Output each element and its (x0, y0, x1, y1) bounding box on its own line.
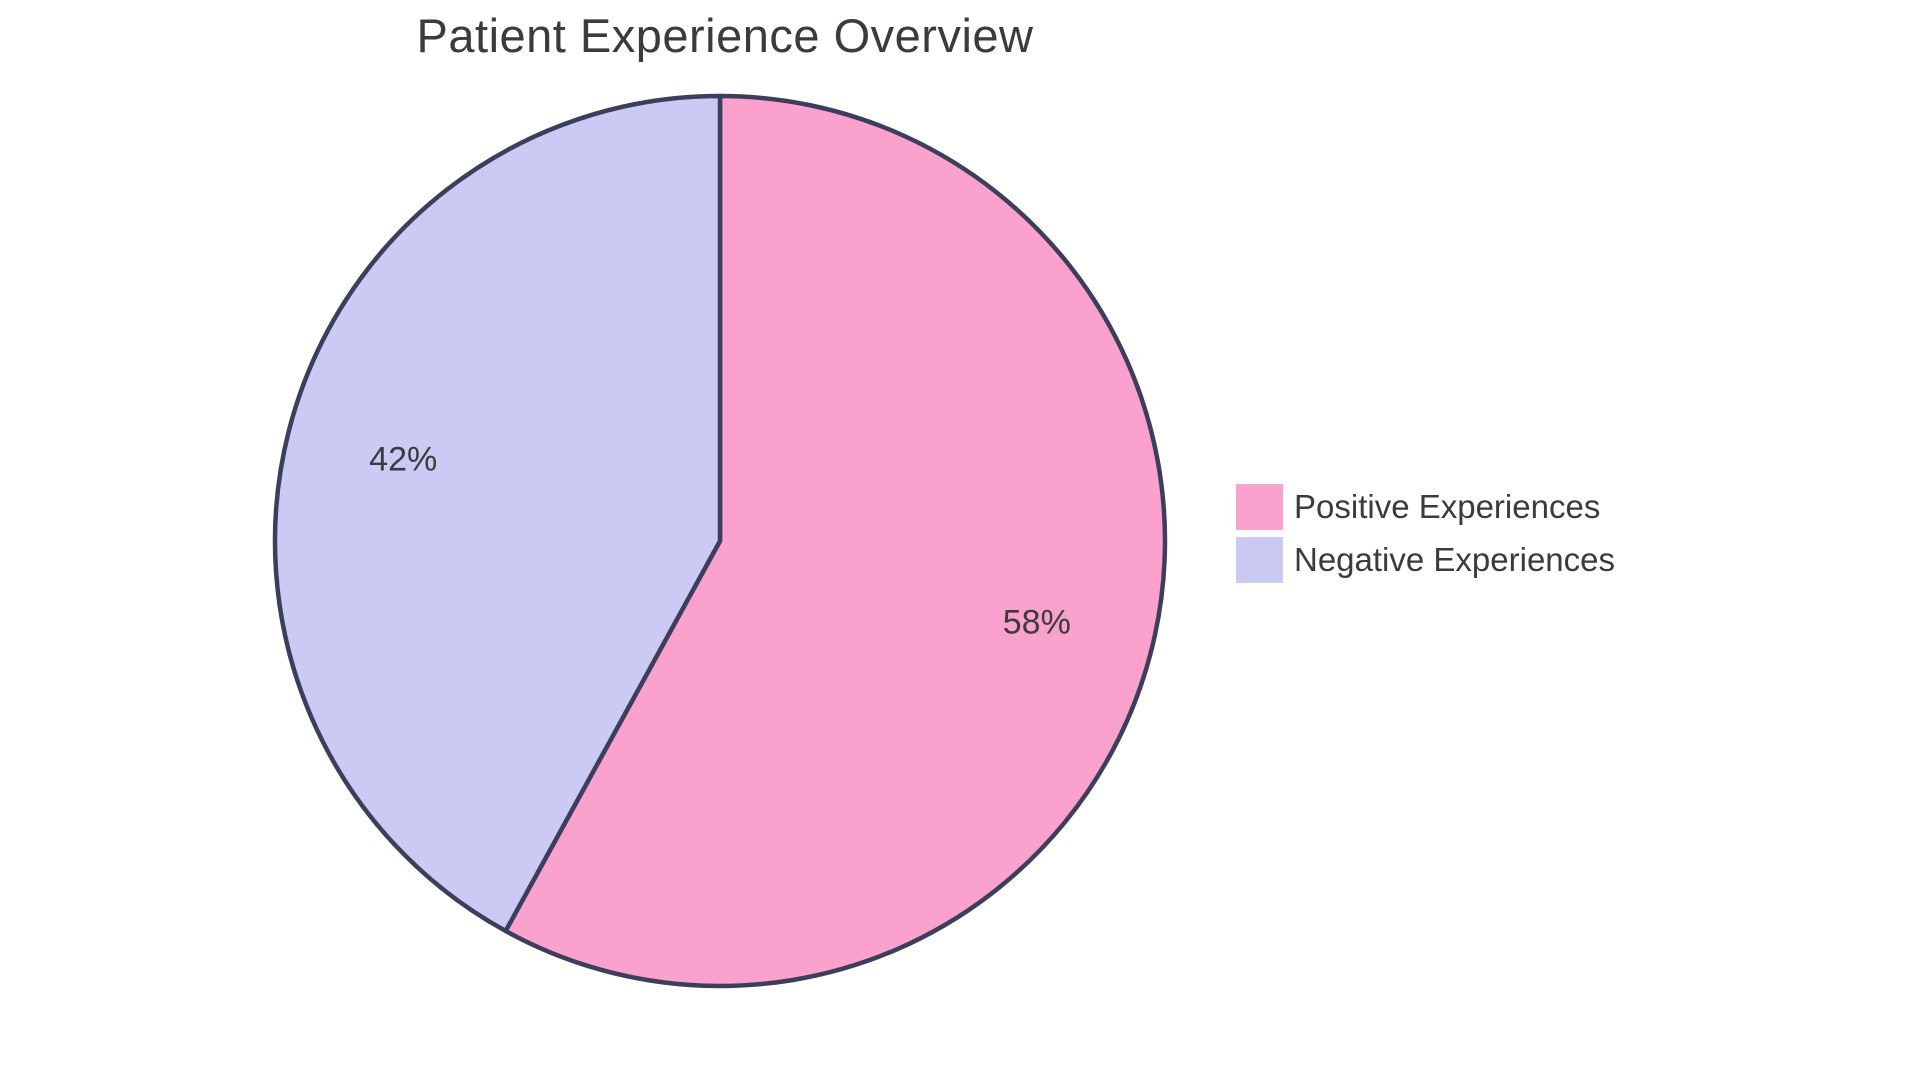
chart-title: Patient Experience Overview (416, 9, 1034, 62)
legend-swatch-positive (1236, 484, 1283, 530)
legend-label-positive: Positive Experiences (1294, 488, 1601, 525)
legend-item-negative[interactable]: Negative Experiences (1236, 537, 1615, 583)
pie-slice-negative-experiences[interactable] (272, 93, 723, 934)
slice-percent-label: 58% (1003, 603, 1071, 641)
legend-swatch-negative (1236, 537, 1283, 583)
pie-slice-positive-experiences[interactable] (503, 93, 1168, 989)
legend-label-negative: Negative Experiences (1294, 541, 1616, 578)
slice-percent-label: 42% (369, 441, 437, 479)
legend-item-positive[interactable]: Positive Experiences (1236, 484, 1615, 530)
legend: Positive Experiences Negative Experience… (1236, 484, 1615, 583)
pie-chart: 58% 42% (272, 93, 1168, 989)
